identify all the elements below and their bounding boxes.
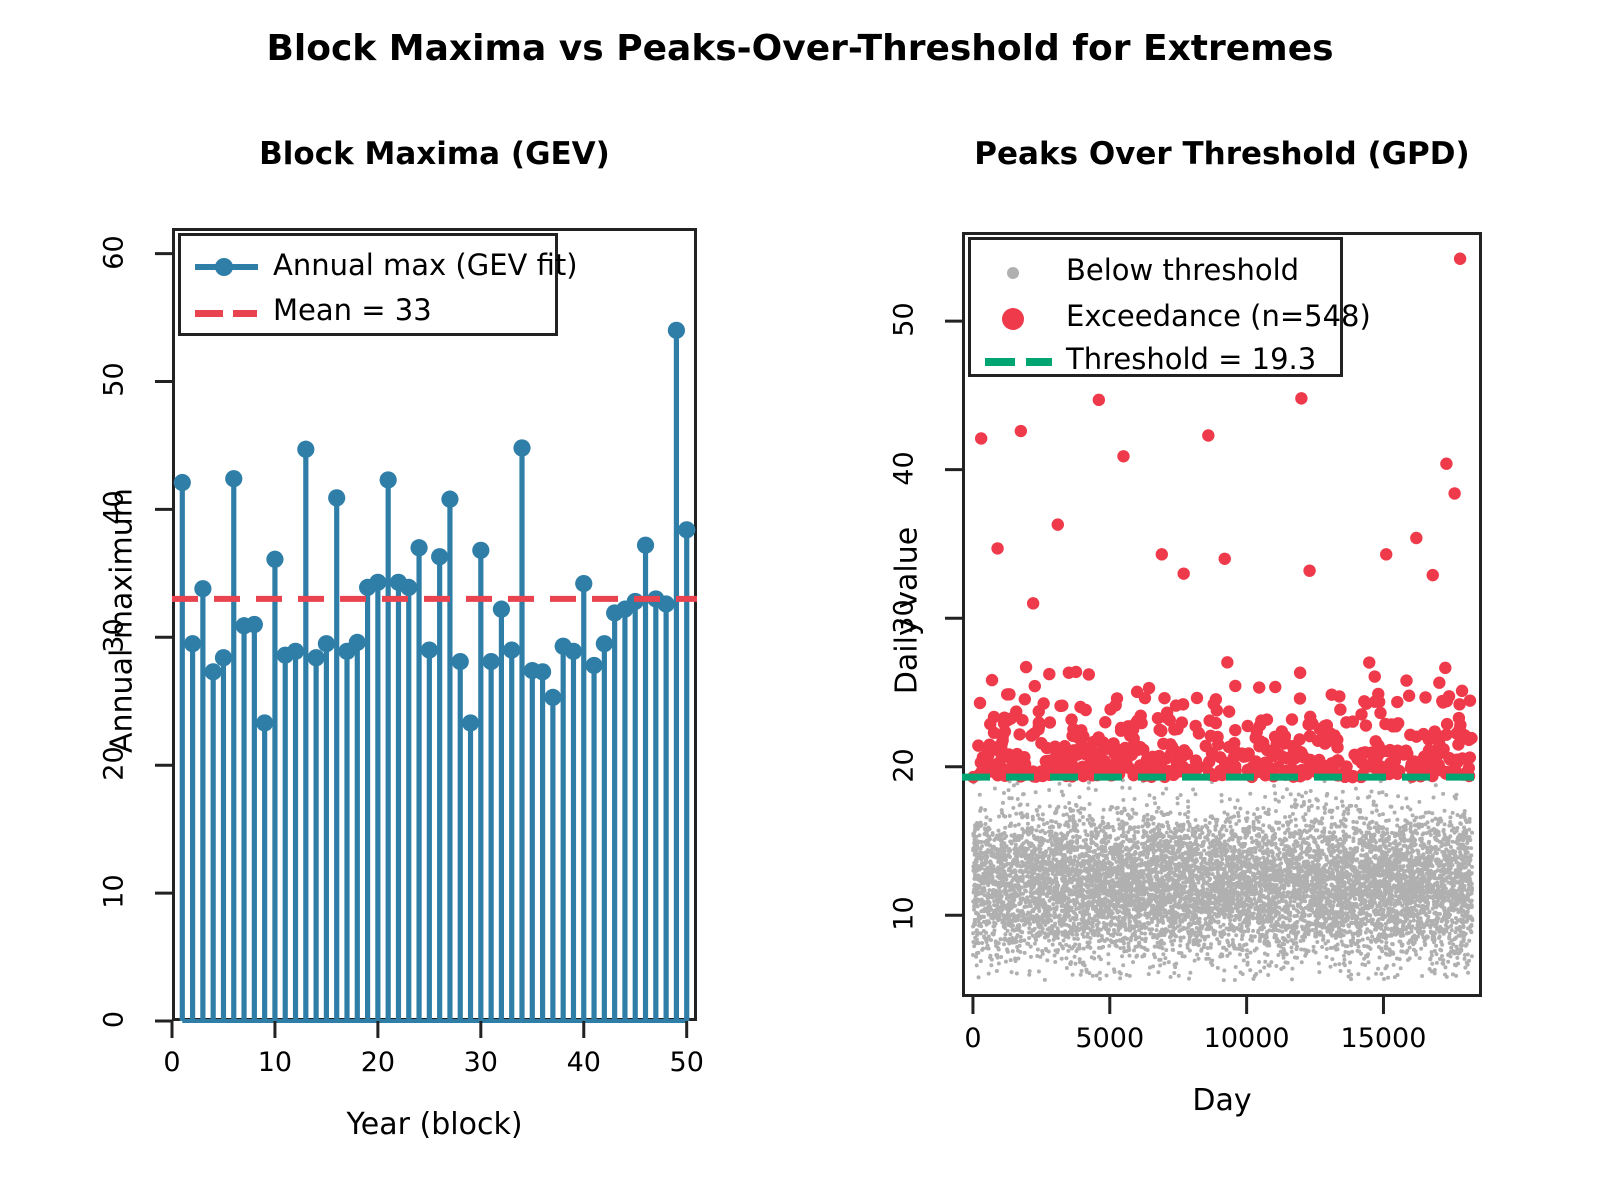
left-x-tick-10: 10 (257, 1047, 293, 1078)
legend-marker-exceedance (1002, 308, 1024, 330)
left-y-tick-10: 10 (98, 874, 130, 909)
legend-marker-annual-max (215, 258, 233, 276)
right-x-tick-0: 0 (964, 1023, 982, 1054)
right-panel-title: Peaks Over Threshold (GPD) (974, 136, 1470, 172)
left-x-axis-label: Year (block) (346, 1107, 523, 1142)
left-x-tick-50: 50 (669, 1047, 704, 1078)
legend-dash-threshold-0 (985, 358, 1015, 366)
left-y-tick-60: 60 (98, 234, 130, 270)
right-x-axis-label: Day (1192, 1083, 1252, 1118)
legend-dash-mean-0 (195, 310, 223, 317)
left-x-tick-20: 20 (360, 1047, 396, 1078)
right-y-tick-10: 10 (888, 896, 920, 931)
left-y-tick-20: 20 (98, 746, 130, 781)
legend-dash-mean-1 (233, 310, 257, 317)
legend-label-threshold: Threshold = 19.3 (1066, 342, 1317, 376)
right-y-tick-30: 30 (888, 599, 920, 634)
left-y-tick-0: 0 (98, 1010, 130, 1029)
left-panel-title: Block Maxima (GEV) (259, 136, 610, 172)
left-x-tick-40: 40 (566, 1047, 601, 1078)
legend-label-exceedance: Exceedance (n=548) (1066, 299, 1371, 333)
legend-dash-threshold-1 (1026, 358, 1052, 366)
left-x-tick-30: 30 (463, 1047, 498, 1078)
right-x-tick-10000: 10000 (1203, 1023, 1290, 1054)
right-legend: Below threshold Exceedance (n=548) Thresho… (968, 237, 1371, 377)
right-y-tick-50: 50 (888, 302, 920, 337)
legend-label-below-threshold: Below threshold (1066, 253, 1300, 287)
left-y-tick-30: 30 (98, 618, 130, 653)
legend-marker-below-threshold (1007, 267, 1019, 279)
legend-label-mean: Mean = 33 (273, 293, 432, 327)
right-x-tick-15000: 15000 (1340, 1023, 1427, 1054)
left-x-tick-0: 0 (163, 1047, 181, 1078)
right-y-tick-20: 20 (888, 748, 920, 783)
left-y-tick-40: 40 (98, 490, 130, 526)
figure-title: Block Maxima vs Peaks-Over-Threshold for… (266, 28, 1334, 69)
legend-label-annual-max: Annual max (GEV fit) (273, 248, 578, 282)
left-y-tick-50: 50 (98, 362, 130, 398)
right-y-tick-40: 40 (888, 450, 920, 486)
right-x-tick-5000: 5000 (1075, 1023, 1145, 1054)
left-legend: Annual max (GEV fit) Mean = 33 (178, 233, 578, 336)
